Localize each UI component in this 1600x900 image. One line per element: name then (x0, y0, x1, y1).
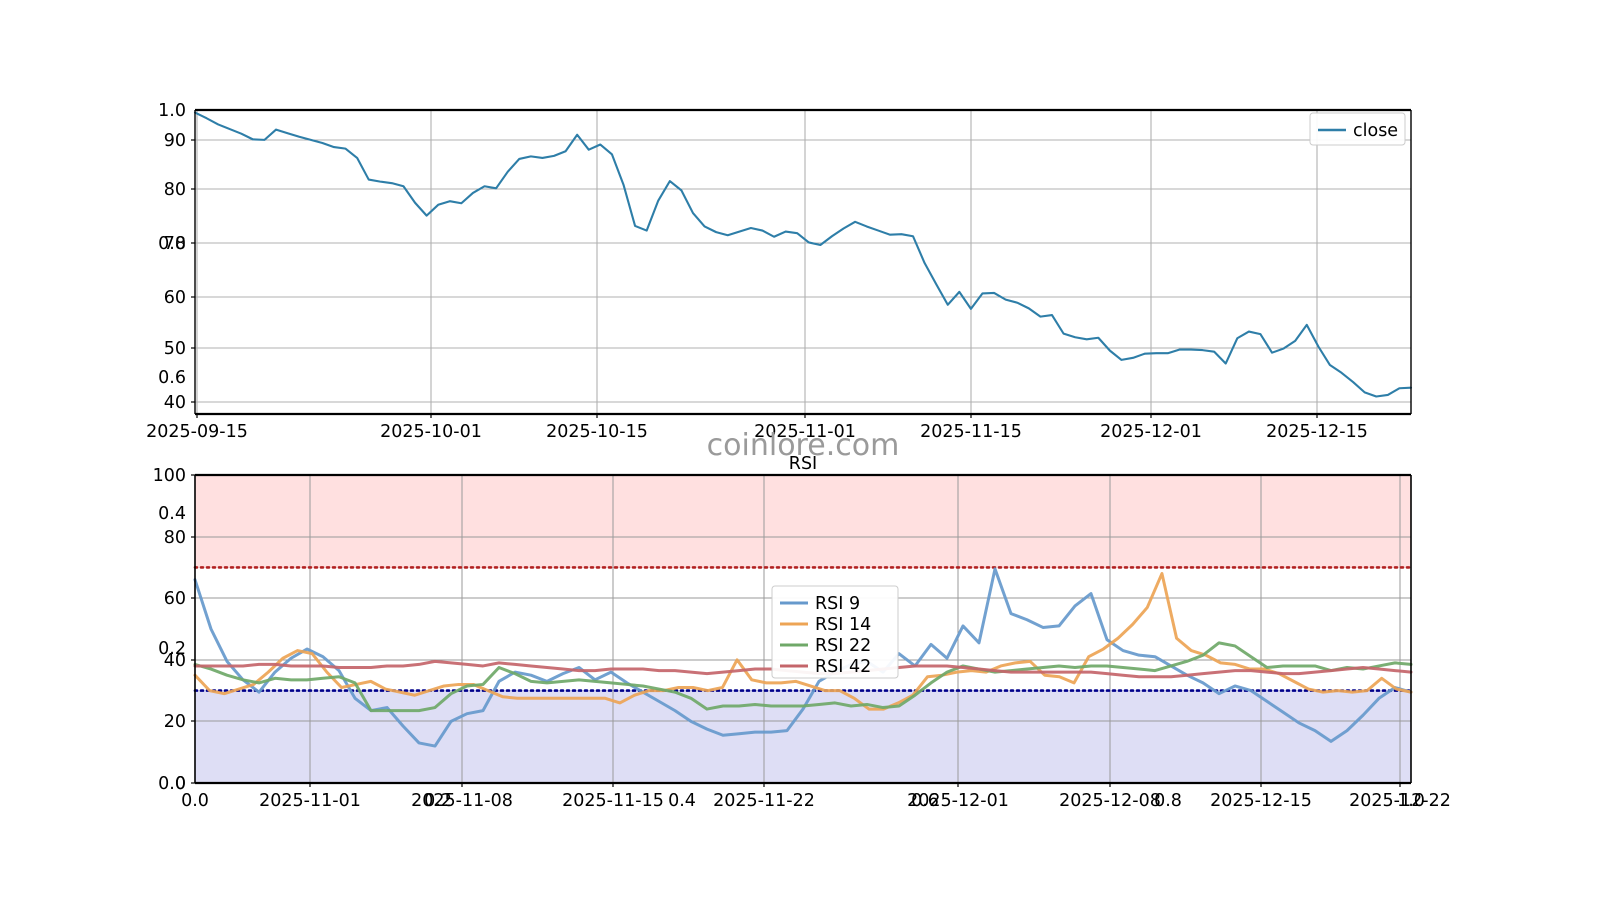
rsi-x-tick: 2025-12-08 (1059, 791, 1161, 811)
legend-label-rsi-42: RSI 42 (815, 657, 871, 677)
rsi-panel-title: RSI (789, 454, 817, 474)
price-y-tick: 70 (164, 234, 186, 254)
legend-label-rsi-22: RSI 22 (815, 636, 871, 656)
rsi-y-tick: 20 (164, 712, 186, 732)
price-y-tick: 60 (164, 288, 186, 308)
rsi-secondary-x-tick: 0.8 (1154, 791, 1182, 811)
rsi-y-tick: 40 (164, 651, 186, 671)
price-x-tick: 2025-12-01 (1100, 422, 1202, 442)
overbought-band (195, 475, 1411, 568)
rsi-x-tick: 2025-12-15 (1210, 791, 1312, 811)
price-y-tick: 50 (164, 339, 186, 359)
price-secondary-y-tick: 0.6 (158, 368, 186, 388)
price-gridlines (195, 110, 1411, 414)
rsi-line-rsi-22 (193, 641, 1413, 713)
price-x-tick: 2025-11-01 (754, 422, 856, 442)
price-secondary-y-tick-labels: 1.0 0.8 0.6 (158, 101, 186, 388)
price-x-tick: 2025-10-01 (380, 422, 482, 442)
rsi-secondary-x-tick: 0.2 (424, 791, 452, 811)
rsi-threshold-bands (195, 475, 1411, 783)
oversold-band (195, 690, 1411, 783)
rsi-axis-spines (194, 473, 1412, 785)
price-y-tick: 90 (164, 131, 186, 151)
rsi-x-tick: 2025-11-22 (713, 791, 815, 811)
price-x-tick: 2025-12-15 (1266, 422, 1368, 442)
rsi-secondary-x-tick-labels: 0.0 0.2 0.4 0.6 0.8 1.0 (181, 791, 1425, 811)
rsi-secondary-x-tick: 1.0 (1397, 791, 1425, 811)
price-y-tick-labels: 90 80 70 60 50 40 (164, 131, 195, 413)
price-x-tick: 2025-11-15 (920, 422, 1022, 442)
rsi-secondary-x-tick: 0.6 (911, 791, 939, 811)
rsi-y-tick: 0 (175, 774, 186, 794)
rsi-x-tick: 2025-11-01 (259, 791, 361, 811)
rsi-secondary-y-tick: 0.4 (158, 504, 186, 524)
rsi-secondary-y-tick-labels: 0.4 0.2 0.0 (158, 504, 186, 794)
price-series-lines (193, 111, 1413, 398)
price-y-tick: 80 (164, 180, 186, 200)
watermark: coinlore.com (707, 428, 900, 463)
price-x-tick: 2025-10-15 (546, 422, 648, 442)
price-legend[interactable]: close (1309, 112, 1406, 146)
price-secondary-y-tick: 1.0 (158, 101, 186, 121)
legend-label-close: close (1353, 121, 1398, 141)
rsi-y-tick: 60 (164, 589, 186, 609)
rsi-x-tick: 2025-12-22 (1349, 791, 1451, 811)
price-secondary-y-tick: 0.8 (158, 234, 186, 254)
rsi-secondary-x-tick: 0.0 (181, 791, 209, 811)
rsi-line-rsi-14 (193, 572, 1413, 711)
rsi-y-tick-labels: 100 80 60 40 20 0 (153, 466, 195, 794)
rsi-secondary-y-tick: 0.2 (158, 639, 186, 659)
legend-label-rsi-14: RSI 14 (815, 615, 871, 635)
rsi-x-tick: 2025-11-08 (411, 791, 513, 811)
price-panel: 90 80 70 60 50 40 1.0 0.8 0.6 2025-09-15 2025-10… (146, 101, 1413, 442)
rsi-y-tick: 100 (153, 466, 186, 486)
legend-label-rsi-9: RSI 9 (815, 594, 860, 614)
rsi-x-tick-labels: 2025-11-01 2025-11-08 2025-11-15 2025-11-22… (259, 783, 1451, 811)
price-axis-spines (194, 108, 1412, 416)
rsi-secondary-y-tick: 0.0 (158, 774, 186, 794)
price-x-tick: 2025-09-15 (146, 422, 248, 442)
rsi-secondary-x-tick: 0.4 (668, 791, 696, 811)
rsi-x-tick: 2025-11-15 (562, 791, 664, 811)
price-plot-area (195, 110, 1411, 414)
rsi-threshold-lines (193, 566, 1413, 692)
rsi-x-tick: 2025-12-01 (907, 791, 1009, 811)
price-y-tick: 40 (164, 393, 186, 413)
rsi-y-tick: 80 (164, 528, 186, 548)
rsi-line-rsi-9 (193, 567, 1413, 748)
price-x-tick-labels: 2025-09-15 2025-10-01 2025-10-15 2025-11-01… (146, 414, 1368, 442)
